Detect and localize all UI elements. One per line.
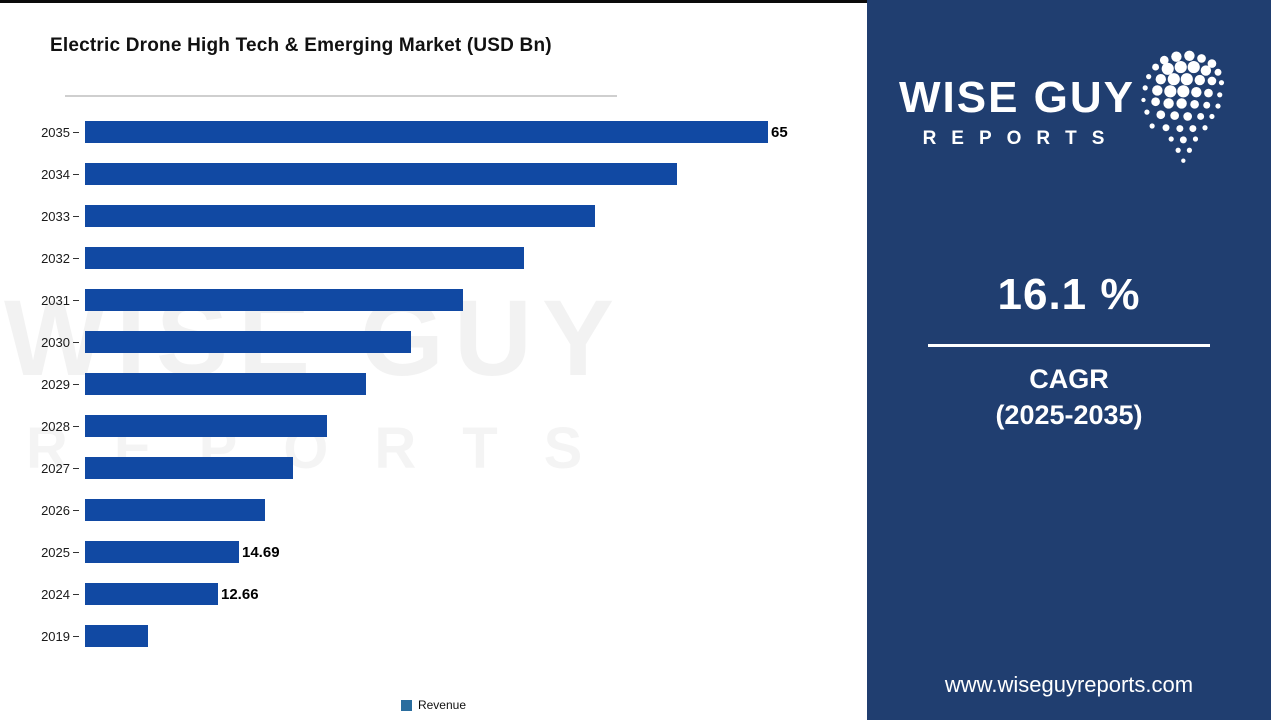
bar-2028 [85, 415, 327, 437]
chart-title: Electric Drone High Tech & Emerging Mark… [50, 35, 552, 56]
bar-value-label: 14.69 [242, 543, 280, 561]
y-axis-tick-mark [73, 215, 79, 217]
bar-2033 [85, 205, 595, 227]
brand-panel: WISE GUY REPORTS [867, 0, 1271, 720]
bar-2026 [85, 499, 265, 521]
y-axis-tick-label: 2035 [41, 124, 70, 140]
cagr-label-line1: CAGR [1029, 364, 1109, 394]
cagr-value: 16.1 % [997, 270, 1141, 319]
logo-wordmark: WISE GUY [898, 73, 1136, 122]
bar-row: 2028 [0, 405, 867, 447]
wise-guy-reports-logo: WISE GUY REPORTS [899, 48, 1239, 178]
y-axis-tick-label: 2029 [41, 376, 70, 392]
bar-row: 2031 [0, 279, 867, 321]
y-axis-tick-mark [73, 551, 79, 553]
y-axis-tick-mark [73, 635, 79, 637]
bar-value-label: 65 [771, 123, 788, 141]
cagr-label-line2: (2025-2035) [995, 400, 1143, 431]
chart-section: Electric Drone High Tech & Emerging Mark… [0, 0, 867, 712]
y-axis-tick-mark [73, 593, 79, 595]
logo-head-dots-icon [1141, 50, 1225, 163]
bar-rows: 2035 65 2034 2033 2032 2031 2030 2029 2028 2027 20… [0, 111, 867, 657]
bar-row: 2027 [0, 447, 867, 489]
bar-value-label: 12.66 [221, 585, 259, 603]
bar-row: 2030 [0, 321, 867, 363]
website-link[interactable]: www.wiseguyreports.com [944, 672, 1194, 697]
legend-marker-icon [400, 699, 412, 711]
y-axis-tick-mark [73, 173, 79, 175]
y-axis-tick-label: 2032 [41, 250, 70, 266]
bar-row: 2029 [0, 363, 867, 405]
y-axis-tick-label: 2019 [41, 628, 70, 644]
y-axis-tick-mark [73, 425, 79, 427]
bar-2031 [85, 289, 463, 311]
y-axis-tick-label: 2030 [41, 334, 70, 350]
bar-2035 [85, 121, 768, 143]
bar-row: 2033 [0, 195, 867, 237]
y-axis-tick-label: 2026 [41, 502, 70, 518]
chart-legend: Revenue [0, 698, 867, 712]
logo-subtitle: REPORTS [922, 128, 1120, 149]
bar-row: 2019 [0, 615, 867, 657]
bar-row: 2032 [0, 237, 867, 279]
bar-2019 [85, 625, 148, 647]
logo-text: WISE GUY REPORTS [899, 76, 1135, 150]
title-divider [65, 95, 617, 97]
y-axis-tick-mark [73, 299, 79, 301]
bar-2025 [85, 541, 239, 563]
y-axis-tick-label: 2025 [41, 544, 70, 560]
cagr-divider [928, 344, 1210, 347]
y-axis-tick-label: 2028 [41, 418, 70, 434]
bar-row: 2026 [0, 489, 867, 531]
bar-row: 2025 14.69 [0, 531, 867, 573]
y-axis-tick-label: 2027 [41, 460, 70, 476]
legend-label: Revenue [417, 698, 467, 712]
y-axis-tick-label: 2034 [41, 166, 70, 182]
bar-2032 [85, 247, 524, 269]
y-axis-tick-mark [73, 257, 79, 259]
bar-2029 [85, 373, 366, 395]
y-axis-tick-mark [73, 383, 79, 385]
y-axis-tick-mark [73, 467, 79, 469]
bar-row: 2024 12.66 [0, 573, 867, 615]
bar-row: 2034 [0, 153, 867, 195]
y-axis-tick-label: 2024 [41, 586, 70, 602]
bar-2030 [85, 331, 411, 353]
y-axis-tick-label: 2031 [41, 292, 70, 308]
y-axis-tick-mark [73, 509, 79, 511]
cagr-label: CAGR (2025-2035) [995, 361, 1142, 434]
y-axis-tick-mark [73, 341, 79, 343]
bar-2034 [85, 163, 677, 185]
bar-2024 [85, 583, 218, 605]
bar-row: 2035 65 [0, 111, 867, 153]
bar-2027 [85, 457, 293, 479]
y-axis-tick-label: 2033 [41, 208, 70, 224]
y-axis-tick-mark [73, 131, 79, 133]
